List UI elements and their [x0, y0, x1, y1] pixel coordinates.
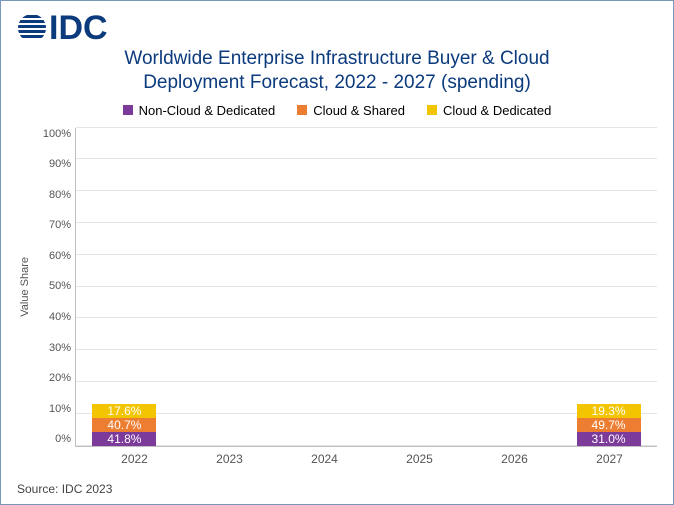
chart-title-line1: Worldwide Enterprise Infrastructure Buye…	[124, 48, 549, 69]
legend-label-noncloud: Non-Cloud & Dedicated	[139, 103, 276, 118]
bar-segment: 49.7%	[577, 418, 641, 432]
legend-label-clouddedicated: Cloud & Dedicated	[443, 103, 551, 118]
legend-swatch-noncloud	[123, 105, 133, 115]
y-axis-label: Value Share	[17, 257, 33, 317]
legend-swatch-cloudshared	[297, 105, 307, 115]
source-text: Source: IDC 2023	[17, 482, 657, 496]
bar-2022: 41.8%40.7%17.6%	[92, 404, 156, 446]
plot: 41.8%40.7%17.6% 31.0%49.7%19.3%	[75, 128, 657, 447]
y-tick: 30%	[49, 342, 71, 354]
y-tick: 50%	[49, 280, 71, 292]
bar-2027: 31.0%49.7%19.3%	[577, 404, 641, 446]
bar-segment: 31.0%	[577, 432, 641, 446]
x-tick: 2022	[103, 452, 167, 466]
x-tick: 2023	[198, 452, 262, 466]
y-tick: 0%	[55, 433, 71, 445]
y-tick: 40%	[49, 311, 71, 323]
legend-label-cloudshared: Cloud & Shared	[313, 103, 405, 118]
y-axis: 100% 90% 80% 70% 60% 50% 40% 30% 20% 10% 0%	[33, 128, 75, 446]
y-tick: 10%	[49, 403, 71, 415]
x-tick: 2027	[578, 452, 642, 466]
y-tick: 80%	[49, 189, 71, 201]
legend: Non-Cloud & Dedicated Cloud & Shared Clo…	[17, 103, 657, 118]
bar-segment: 40.7%	[92, 418, 156, 432]
legend-item-cloudshared: Cloud & Shared	[297, 103, 405, 118]
x-axis: 2022 2023 2024 2025 2026 2027	[73, 446, 657, 466]
chart-title-line2: Deployment Forecast, 2022 - 2027 (spendi…	[143, 72, 531, 93]
idc-logo: IDC	[17, 11, 657, 45]
bar-segment: 17.6%	[92, 404, 156, 418]
legend-item-noncloud: Non-Cloud & Dedicated	[123, 103, 276, 118]
legend-item-clouddedicated: Cloud & Dedicated	[427, 103, 551, 118]
idc-logo-text: IDC	[49, 11, 108, 45]
x-tick: 2024	[293, 452, 357, 466]
chart-card: IDC Worldwide Enterprise Infrastructure …	[0, 0, 674, 505]
chart-title: Worldwide Enterprise Infrastructure Buye…	[27, 47, 647, 95]
y-tick: 100%	[43, 128, 71, 140]
y-tick: 20%	[49, 372, 71, 384]
x-tick: 2026	[483, 452, 547, 466]
y-tick: 60%	[49, 250, 71, 262]
bar-segment: 41.8%	[92, 432, 156, 446]
chart-area: Value Share 100% 90% 80% 70% 60% 50% 40% 30% 20%…	[17, 128, 657, 446]
y-tick: 90%	[49, 158, 71, 170]
idc-logo-icon	[17, 13, 47, 43]
bar-segment: 19.3%	[577, 404, 641, 418]
bars-container: 41.8%40.7%17.6% 31.0%49.7%19.3%	[76, 128, 657, 446]
x-tick: 2025	[388, 452, 452, 466]
legend-swatch-clouddedicated	[427, 105, 437, 115]
y-tick: 70%	[49, 219, 71, 231]
